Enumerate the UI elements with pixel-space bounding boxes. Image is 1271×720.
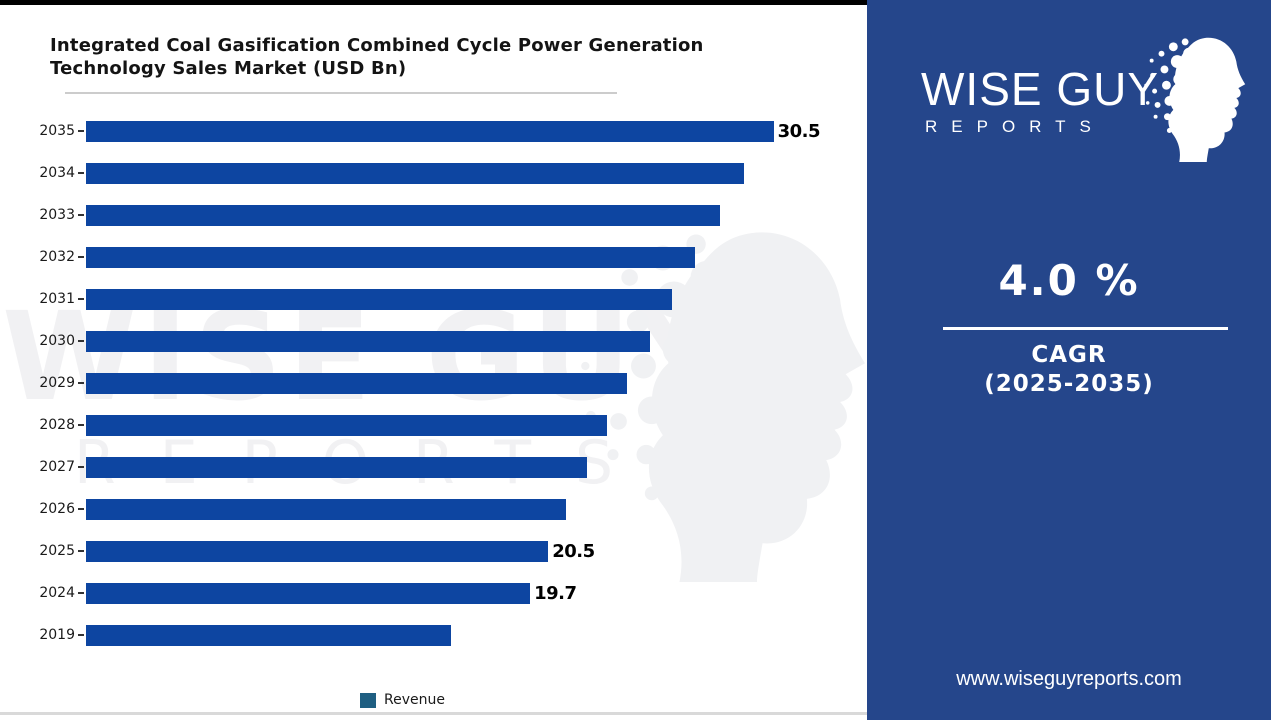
y-axis-label: 2019	[39, 627, 75, 643]
y-axis-label: 2032	[39, 249, 75, 265]
chart-row-2032: 2032	[0, 236, 865, 278]
chart-region: WISE GUY REPORTS Integrated Coal Gasific…	[0, 0, 867, 715]
y-axis-label: 2034	[39, 165, 75, 181]
y-axis-tick	[78, 298, 84, 300]
cagr-divider-line	[943, 327, 1228, 330]
y-axis-tick	[78, 172, 84, 174]
bottom-border-line	[0, 712, 867, 715]
y-axis-tick	[78, 130, 84, 132]
logo-wiseguy-text: WISE GUY	[921, 63, 1160, 115]
revenue-bar	[86, 498, 567, 520]
chart-row-2034: 2034	[0, 152, 865, 194]
bar-value-label: 20.5	[552, 540, 595, 562]
chart-row-2026: 2026	[0, 488, 865, 530]
watermark-head-logo	[556, 222, 886, 583]
y-axis-label: 2035	[39, 123, 75, 139]
y-axis-label: 2027	[39, 459, 75, 475]
title-underline	[65, 92, 617, 94]
website-url: www.wiseguyreports.com	[956, 668, 1182, 690]
revenue-bar	[86, 624, 452, 646]
revenue-bar	[86, 372, 628, 394]
y-axis-label: 2029	[39, 375, 75, 391]
y-axis-tick	[78, 508, 84, 510]
revenue-bar	[86, 456, 587, 478]
chart-row-2027: 2027	[0, 446, 865, 488]
y-axis-label: 2033	[39, 207, 75, 223]
revenue-bar	[86, 204, 720, 226]
revenue-bar	[86, 414, 607, 436]
y-axis-label: 2025	[39, 543, 75, 559]
bar-value-label: 30.5	[777, 120, 821, 142]
y-axis-tick	[78, 634, 84, 636]
y-axis-tick	[78, 256, 84, 258]
y-axis-tick	[78, 550, 84, 552]
watermark-wiseguy-text: WISE GUY	[2, 286, 732, 428]
y-axis-label: 2031	[39, 291, 75, 307]
chart-row-2029: 2029	[0, 362, 865, 404]
y-axis-tick	[78, 466, 84, 468]
bar-value-label: 19.7	[534, 582, 577, 604]
bar-chart: 2035 30.5 2034 2033 2032 2031 2030 2029 2028 2027…	[0, 110, 865, 656]
sidebar: WISE GUY REPORTS 4.0 % CAGR (2025-2035) …	[867, 0, 1271, 720]
cagr-period: (2025-2035)	[984, 371, 1154, 397]
y-axis-label: 2026	[39, 501, 75, 517]
legend-label: Revenue	[384, 692, 445, 708]
revenue-bar	[86, 330, 650, 352]
revenue-bar	[86, 120, 774, 142]
chart-row-2033: 2033	[0, 194, 865, 236]
y-axis-tick	[78, 592, 84, 594]
logo-reports-text: REPORTS	[925, 117, 1105, 136]
logo-head-icon	[1125, 34, 1263, 162]
y-axis-tick	[78, 340, 84, 342]
y-axis-label: 2030	[39, 333, 75, 349]
wise-guy-reports-logo: WISE GUY REPORTS	[867, 0, 1271, 180]
y-axis-tick	[78, 424, 84, 426]
chart-row-2019: 2019	[0, 614, 865, 656]
chart-row-2025: 2025 20.5	[0, 530, 865, 572]
cagr-label: CAGR	[1031, 342, 1107, 368]
cagr-value: 4.0 %	[998, 256, 1140, 305]
chart-title: Integrated Coal Gasification Combined Cy…	[50, 35, 704, 79]
chart-row-2024: 2024 19.7	[0, 572, 865, 614]
revenue-bar	[86, 582, 531, 604]
y-axis-label: 2024	[39, 585, 75, 601]
y-axis-tick	[78, 382, 84, 384]
legend-swatch	[360, 692, 376, 708]
legend: Revenue	[360, 692, 445, 708]
revenue-bar	[86, 246, 695, 268]
chart-row-2030: 2030	[0, 320, 865, 362]
chart-row-2028: 2028	[0, 404, 865, 446]
y-axis-label: 2028	[39, 417, 75, 433]
y-axis-tick	[78, 214, 84, 216]
revenue-bar	[86, 540, 549, 562]
revenue-bar	[86, 288, 673, 310]
revenue-bar	[86, 162, 745, 184]
top-border-line	[0, 0, 867, 5]
chart-row-2031: 2031	[0, 278, 865, 320]
chart-row-2035: 2035 30.5	[0, 110, 865, 152]
